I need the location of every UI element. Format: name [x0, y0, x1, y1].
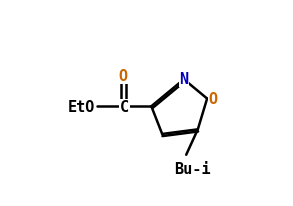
- Text: O: O: [209, 92, 218, 107]
- Text: C: C: [120, 100, 129, 115]
- Text: N: N: [179, 72, 188, 87]
- Text: EtO: EtO: [68, 99, 96, 114]
- Text: Bu-i: Bu-i: [174, 161, 211, 176]
- Text: O: O: [119, 69, 128, 83]
